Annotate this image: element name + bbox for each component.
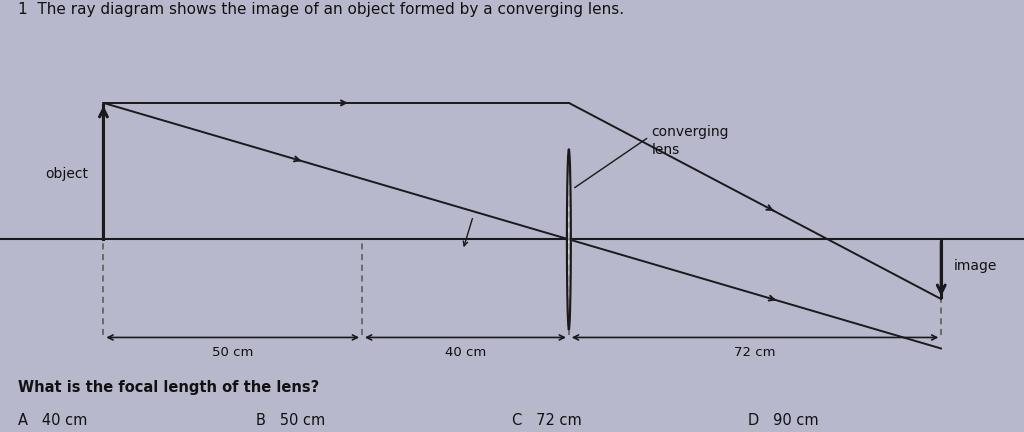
Text: 1  The ray diagram shows the image of an object formed by a converging lens.: 1 The ray diagram shows the image of an … — [18, 2, 625, 17]
Text: A   40 cm: A 40 cm — [18, 413, 88, 428]
Text: 72 cm: 72 cm — [734, 346, 776, 359]
Text: D   90 cm: D 90 cm — [748, 413, 818, 428]
Text: converging
lens: converging lens — [651, 125, 729, 157]
Text: image: image — [954, 259, 997, 273]
Text: C   72 cm: C 72 cm — [512, 413, 582, 428]
Text: 50 cm: 50 cm — [212, 346, 253, 359]
Text: object: object — [45, 167, 88, 181]
Text: What is the focal length of the lens?: What is the focal length of the lens? — [18, 380, 319, 395]
Text: B   50 cm: B 50 cm — [256, 413, 326, 428]
Text: 40 cm: 40 cm — [444, 346, 486, 359]
